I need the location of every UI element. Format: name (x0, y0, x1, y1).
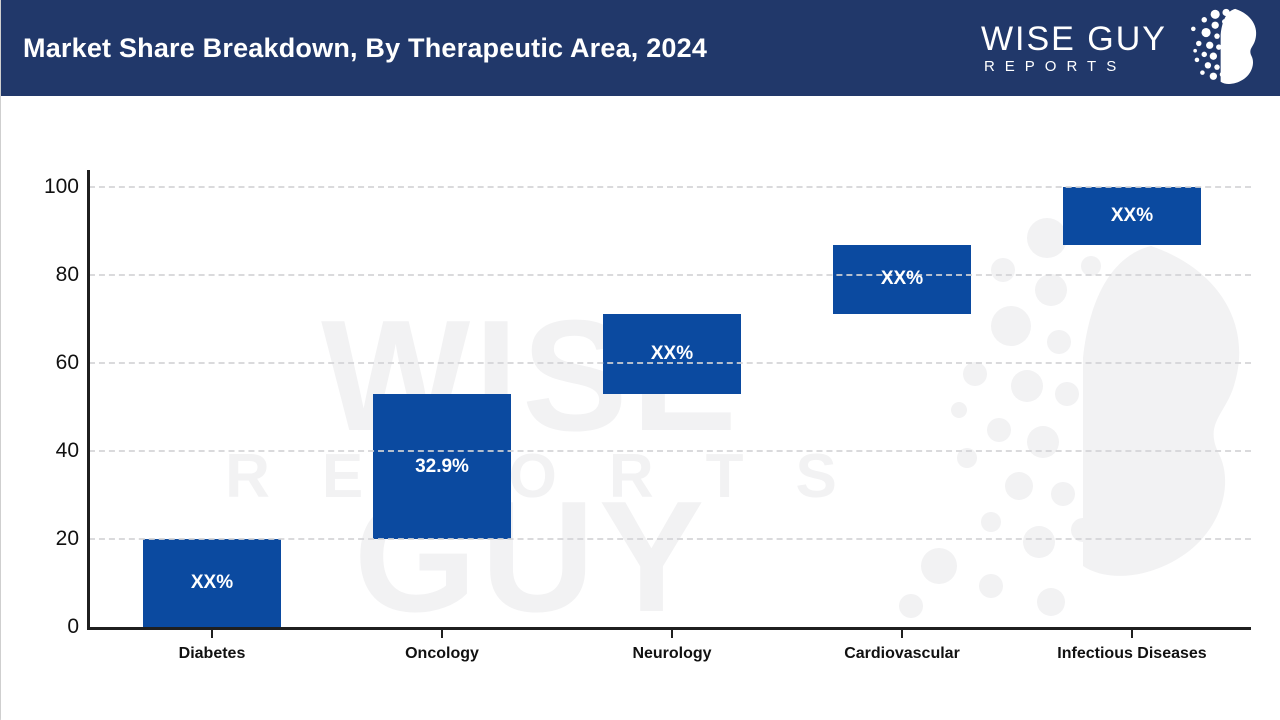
y-axis-tick-label: 60 (55, 351, 79, 374)
y-axis-tick-label: 20 (55, 527, 79, 550)
bar-value-label: XX% (650, 342, 694, 364)
bar-segment (373, 394, 511, 539)
bar-value-label: 32.9% (415, 455, 469, 477)
gridline (89, 538, 1251, 540)
gridline (89, 186, 1251, 188)
x-axis-category-label: Cardiovascular (844, 645, 960, 662)
x-axis-category-label: Neurology (632, 645, 712, 662)
y-axis-tick-label: 40 (55, 439, 79, 462)
chart-canvas: WISE GUY REPORTS 0 20 40 60 80 100 XX% Diabetes… (1, 96, 1280, 720)
bar-value-label: XX% (190, 572, 234, 593)
bar-value-label: XX% (880, 268, 924, 290)
x-axis-tick (671, 629, 673, 638)
brand-subname: REPORTS (983, 57, 1127, 75)
gridline (89, 362, 1251, 364)
y-axis-line (87, 170, 90, 629)
header-bar: Market Share Breakdown, By Therapeutic A… (1, 0, 1280, 96)
x-axis-category-label: Diabetes (178, 645, 246, 662)
x-axis-category-label: Infectious Diseases (1057, 645, 1207, 662)
brand-logo-text: WISE GUY REPORTS (981, 22, 1167, 75)
gridline (89, 274, 1251, 276)
y-axis-tick-label: 0 (67, 615, 79, 638)
y-axis-tick-label: 80 (55, 263, 79, 286)
brand-face-icon (1191, 8, 1257, 84)
x-axis-tick (1131, 629, 1133, 638)
bar-value-label: XX% (1110, 204, 1154, 226)
bar-segment (603, 313, 741, 395)
x-axis-category-label: Oncology (405, 645, 479, 662)
x-axis-tick (441, 629, 443, 638)
brand-name: WISE GUY (980, 19, 1167, 58)
x-axis-tick (211, 629, 213, 638)
y-axis-tick-label: 100 (43, 175, 79, 198)
bar-segment (143, 539, 281, 627)
brand-logo: WISE GUY REPORTS (981, 7, 1280, 89)
page-title: Market Share Breakdown, By Therapeutic A… (23, 32, 708, 63)
x-axis-tick (901, 629, 903, 638)
x-axis-line (87, 627, 1251, 630)
gridline (89, 450, 1251, 452)
